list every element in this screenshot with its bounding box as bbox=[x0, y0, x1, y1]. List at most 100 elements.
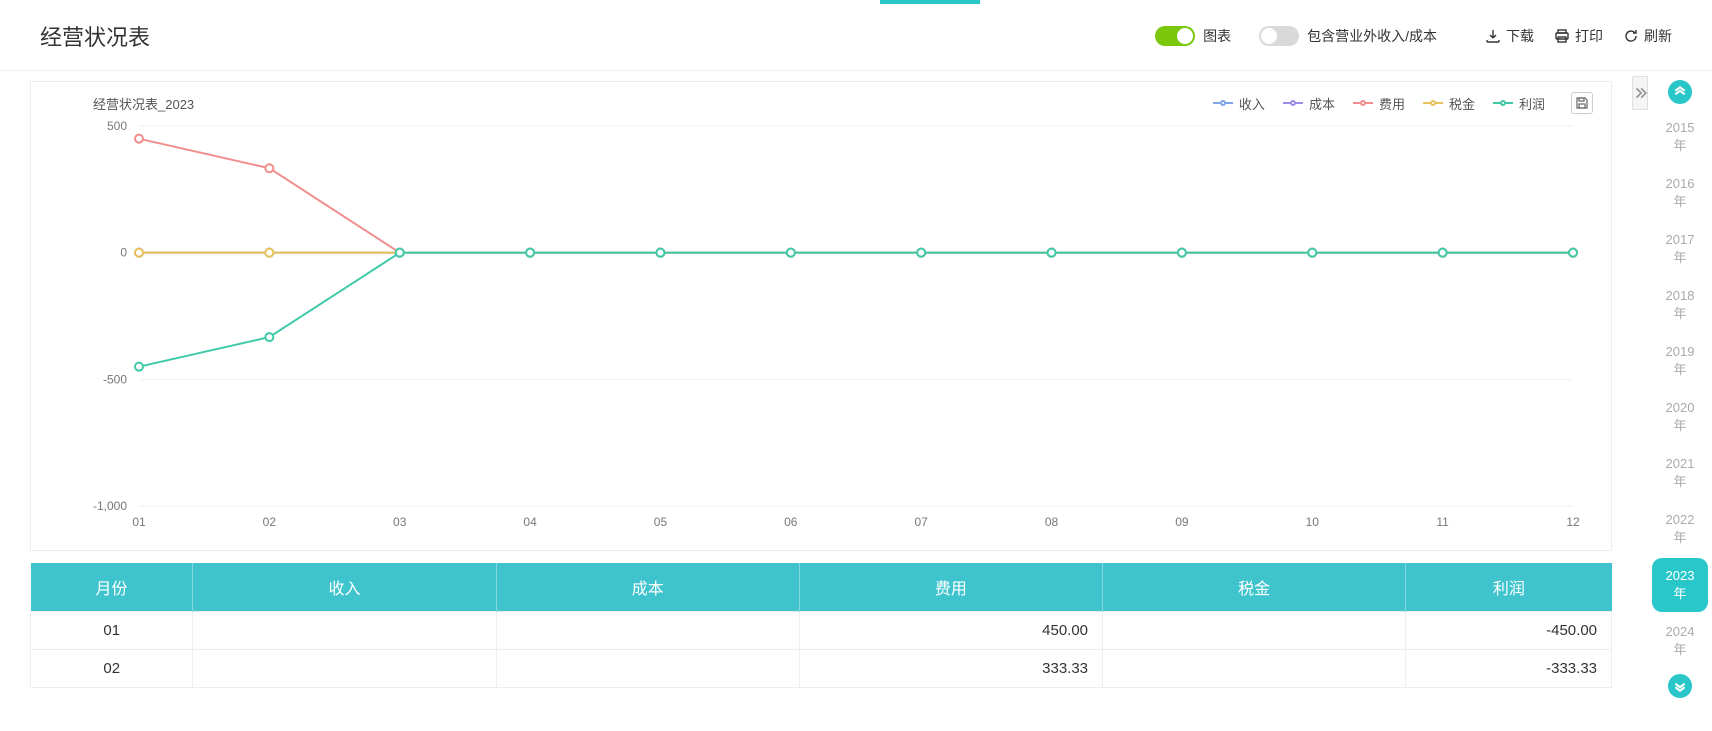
legend-marker bbox=[1493, 98, 1513, 108]
collapse-year-rail-button[interactable] bbox=[1632, 76, 1648, 110]
table-row: 02333.33-333.33 bbox=[31, 650, 1612, 688]
legend-label: 成本 bbox=[1309, 94, 1335, 113]
legend-marker bbox=[1213, 98, 1233, 108]
x-tick-label: 09 bbox=[1175, 515, 1189, 529]
series-point-profit[interactable] bbox=[917, 249, 925, 257]
refresh-button[interactable]: 刷新 bbox=[1623, 26, 1672, 46]
legend-label: 费用 bbox=[1379, 94, 1405, 113]
year-rail: 2015年2016年2017年2018年2019年2020年2021年2022年… bbox=[1648, 76, 1712, 702]
table-cell bbox=[496, 650, 799, 688]
series-line-expense bbox=[139, 139, 1573, 253]
legend-item[interactable]: 成本 bbox=[1283, 94, 1335, 113]
table-cell: -450.00 bbox=[1406, 612, 1612, 650]
year-item[interactable]: 2024年 bbox=[1652, 614, 1708, 668]
series-point-profit[interactable] bbox=[1308, 249, 1316, 257]
x-tick-label: 02 bbox=[263, 515, 277, 529]
legend-marker bbox=[1353, 98, 1373, 108]
series-point-profit[interactable] bbox=[1569, 249, 1577, 257]
download-button[interactable]: 下载 bbox=[1485, 26, 1534, 46]
toggle-chart-group: 图表 bbox=[1155, 26, 1231, 46]
table-cell: -333.33 bbox=[1406, 650, 1612, 688]
legend-item[interactable]: 利润 bbox=[1493, 94, 1545, 113]
table-header-cell: 税金 bbox=[1103, 563, 1406, 612]
series-point-tax[interactable] bbox=[265, 249, 273, 257]
x-tick-label: 07 bbox=[915, 515, 929, 529]
toggle-chart-label: 图表 bbox=[1203, 26, 1231, 46]
legend-marker bbox=[1283, 98, 1303, 108]
legend-item[interactable]: 收入 bbox=[1213, 94, 1265, 113]
year-item[interactable]: 2017年 bbox=[1652, 222, 1708, 276]
chevron-right-double-icon bbox=[1633, 86, 1647, 100]
chart-title: 经营状况表_2023 bbox=[93, 94, 194, 113]
print-icon bbox=[1554, 28, 1570, 44]
download-label: 下载 bbox=[1506, 26, 1534, 46]
toggle-nonop-income[interactable] bbox=[1259, 26, 1299, 46]
series-point-profit[interactable] bbox=[787, 249, 795, 257]
x-tick-label: 06 bbox=[784, 515, 798, 529]
table-cell: 01 bbox=[31, 612, 193, 650]
line-chart: 5000-500-1,000010203040506070809101112 bbox=[49, 116, 1593, 536]
year-item[interactable]: 2023年 bbox=[1652, 558, 1708, 612]
legend-item[interactable]: 费用 bbox=[1353, 94, 1405, 113]
series-point-profit[interactable] bbox=[1048, 249, 1056, 257]
print-label: 打印 bbox=[1575, 26, 1603, 46]
content: 经营状况表_2023 收入成本费用税金利润 5000-500-1,0000102… bbox=[0, 71, 1642, 688]
series-point-profit[interactable] bbox=[1178, 249, 1186, 257]
legend-label: 收入 bbox=[1239, 94, 1265, 113]
series-point-profit[interactable] bbox=[656, 249, 664, 257]
year-item[interactable]: 2018年 bbox=[1652, 278, 1708, 332]
year-item[interactable]: 2022年 bbox=[1652, 502, 1708, 556]
table-cell: 450.00 bbox=[799, 612, 1102, 650]
table-cell bbox=[1103, 650, 1406, 688]
table-body: 01450.00-450.0002333.33-333.33 bbox=[31, 612, 1612, 688]
year-scroll-up-button[interactable] bbox=[1668, 80, 1692, 104]
y-tick-label: -1,000 bbox=[93, 499, 127, 513]
series-point-expense[interactable] bbox=[135, 135, 143, 143]
series-point-profit[interactable] bbox=[1439, 249, 1447, 257]
table-row: 01 450.00 -450.00 bbox=[31, 612, 1612, 650]
x-tick-label: 04 bbox=[523, 515, 537, 529]
toggle-nonop-label: 包含营业外收入/成本 bbox=[1307, 26, 1437, 46]
save-chart-button[interactable] bbox=[1571, 92, 1593, 114]
print-button[interactable]: 打印 bbox=[1554, 26, 1603, 46]
data-table: 月份收入成本费用税金利润 01450.00-450.0002333.33-333… bbox=[30, 563, 1612, 688]
table-header-cell: 利润 bbox=[1406, 563, 1612, 612]
legend-item[interactable]: 税金 bbox=[1423, 94, 1475, 113]
series-point-expense[interactable] bbox=[265, 164, 273, 172]
toggle-chart[interactable] bbox=[1155, 26, 1195, 46]
year-scroll-down-button[interactable] bbox=[1668, 674, 1692, 698]
series-point-tax[interactable] bbox=[135, 249, 143, 257]
series-point-profit[interactable] bbox=[135, 363, 143, 371]
legend-marker bbox=[1423, 98, 1443, 108]
year-item[interactable]: 2021年 bbox=[1652, 446, 1708, 500]
year-item[interactable]: 2015年 bbox=[1652, 110, 1708, 164]
series-point-profit[interactable] bbox=[526, 249, 534, 257]
x-tick-label: 08 bbox=[1045, 515, 1059, 529]
header: 经营状况表 图表 包含营业外收入/成本 下载 打印 刷新 bbox=[0, 0, 1712, 71]
y-tick-label: 500 bbox=[107, 119, 127, 133]
series-line-profit bbox=[139, 253, 1573, 367]
table-header-cell: 收入 bbox=[193, 563, 496, 612]
x-tick-label: 03 bbox=[393, 515, 407, 529]
x-tick-label: 11 bbox=[1436, 515, 1449, 529]
table-head: 月份收入成本费用税金利润 bbox=[31, 563, 1612, 612]
chart-panel: 经营状况表_2023 收入成本费用税金利润 5000-500-1,0000102… bbox=[30, 81, 1612, 551]
series-point-profit[interactable] bbox=[396, 249, 404, 257]
table-cell bbox=[193, 650, 496, 688]
table-header-cell: 月份 bbox=[31, 563, 193, 612]
y-tick-label: 0 bbox=[120, 246, 127, 260]
year-item[interactable]: 2016年 bbox=[1652, 166, 1708, 220]
page: 经营状况表 图表 包含营业外收入/成本 下载 打印 刷新 经营状况表_2023 … bbox=[0, 0, 1712, 731]
download-icon bbox=[1485, 28, 1501, 44]
year-item[interactable]: 2019年 bbox=[1652, 334, 1708, 388]
table-cell: 333.33 bbox=[799, 650, 1102, 688]
table-cell bbox=[496, 612, 799, 650]
chevron-up-double-icon bbox=[1673, 85, 1687, 99]
table-cell bbox=[1103, 612, 1406, 650]
legend-label: 税金 bbox=[1449, 94, 1475, 113]
series-point-profit[interactable] bbox=[265, 333, 273, 341]
year-item[interactable]: 2020年 bbox=[1652, 390, 1708, 444]
table-header-cell: 成本 bbox=[496, 563, 799, 612]
x-tick-label: 05 bbox=[654, 515, 668, 529]
chevron-down-double-icon bbox=[1673, 679, 1687, 693]
